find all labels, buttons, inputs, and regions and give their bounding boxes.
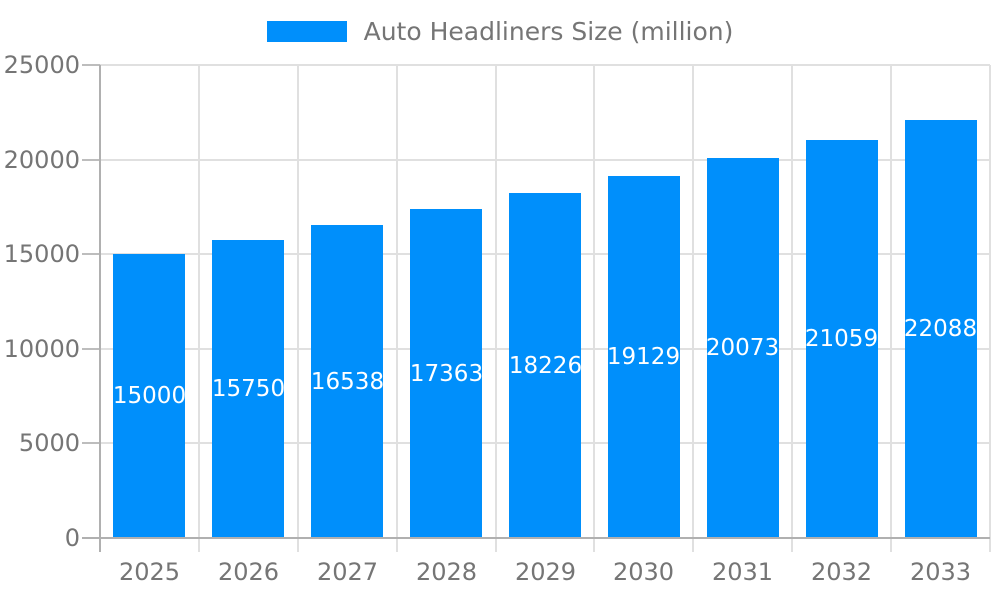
- y-tick-label: 20000: [3, 146, 80, 174]
- bar-value-label: 17363: [409, 361, 484, 387]
- y-tick: [82, 348, 100, 350]
- bar-value-label: 16538: [310, 369, 385, 395]
- bar: [509, 193, 581, 538]
- gridline-v: [198, 65, 200, 552]
- legend-label: Auto Headliners Size (million): [363, 17, 734, 46]
- gridline-v: [396, 65, 398, 552]
- bar-value-label: 20073: [705, 335, 780, 361]
- bar: [311, 225, 383, 538]
- legend: Auto Headliners Size (million): [0, 19, 1000, 44]
- gridline-v: [890, 65, 892, 552]
- gridline-v: [989, 65, 991, 552]
- x-tick-label: 2029: [514, 558, 577, 586]
- legend-swatch: [266, 21, 347, 42]
- gridline-h: [100, 64, 990, 66]
- bar: [113, 254, 185, 538]
- y-tick-label: 25000: [3, 51, 80, 79]
- y-axis-line: [99, 65, 101, 552]
- y-tick: [82, 253, 100, 255]
- gridline-v: [692, 65, 694, 552]
- bar: [608, 176, 680, 538]
- bar-value-label: 15000: [112, 383, 187, 409]
- bar-value-label: 19129: [606, 344, 681, 370]
- y-tick-label: 5000: [18, 429, 80, 457]
- bar: [410, 209, 482, 538]
- x-tick-label: 2026: [217, 558, 280, 586]
- gridline-v: [297, 65, 299, 552]
- x-axis-line: [82, 537, 990, 539]
- x-tick-label: 2033: [909, 558, 972, 586]
- bar-value-label: 18226: [508, 353, 583, 379]
- x-tick-label: 2028: [415, 558, 478, 586]
- y-tick-label: 10000: [3, 335, 80, 363]
- bar: [806, 140, 878, 538]
- y-tick: [82, 442, 100, 444]
- y-tick-label: 15000: [3, 240, 80, 268]
- y-tick-label: 0: [64, 524, 80, 552]
- x-tick-label: 2025: [118, 558, 181, 586]
- gridline-v: [791, 65, 793, 552]
- bar: [212, 240, 284, 538]
- gridline-h: [100, 159, 990, 161]
- bar-value-label: 22088: [903, 316, 978, 342]
- bar: [707, 158, 779, 538]
- x-tick-label: 2031: [711, 558, 774, 586]
- gridline-v: [495, 65, 497, 552]
- x-tick-label: 2027: [316, 558, 379, 586]
- bar-value-label: 15750: [211, 376, 286, 402]
- y-tick: [82, 159, 100, 161]
- bar: [905, 120, 977, 538]
- x-tick-label: 2032: [810, 558, 873, 586]
- x-tick-label: 2030: [612, 558, 675, 586]
- y-tick: [82, 64, 100, 66]
- bar-value-label: 21059: [804, 326, 879, 352]
- gridline-v: [593, 65, 595, 552]
